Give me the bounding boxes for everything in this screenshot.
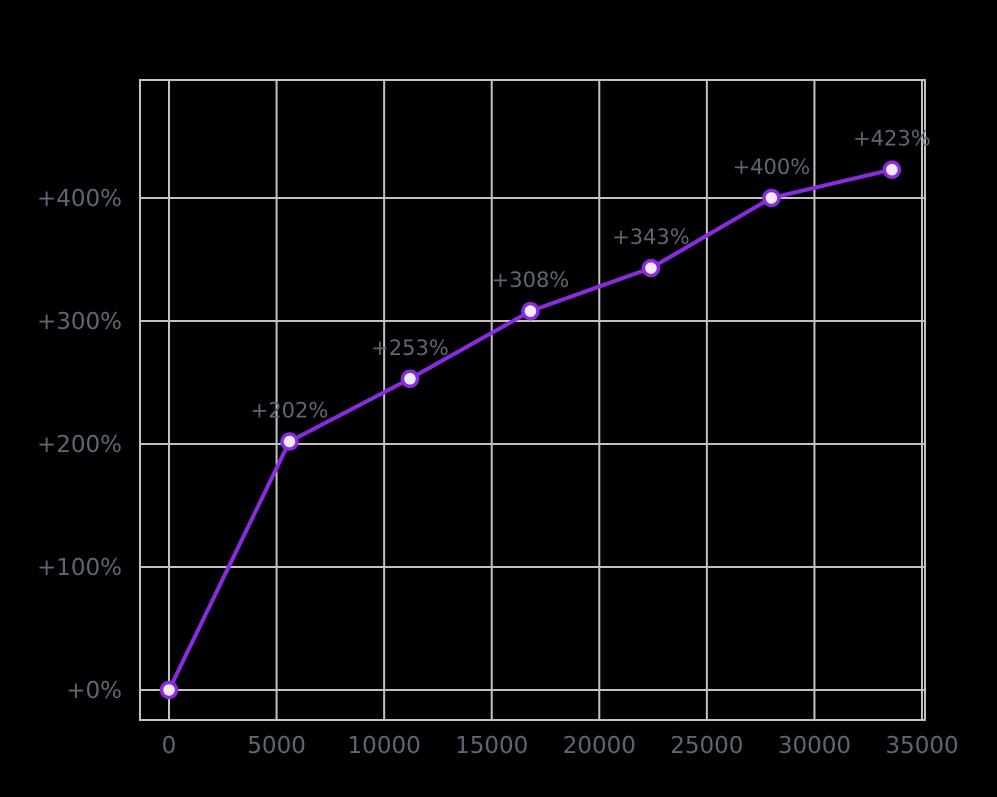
data-point-label: +400% — [733, 155, 811, 179]
x-tick-label: 5000 — [247, 733, 306, 759]
y-tick-label: +400% — [37, 186, 122, 212]
data-point-marker — [882, 160, 902, 179]
plot-border — [139, 79, 926, 721]
data-point-marker — [641, 258, 661, 278]
x-tick-label: 30000 — [778, 733, 851, 759]
y-tick-label: +0% — [66, 678, 122, 704]
data-point-marker — [159, 680, 179, 700]
data-point-marker — [280, 432, 299, 451]
data-point-label: +308% — [492, 268, 570, 292]
x-tick-label: 20000 — [563, 733, 636, 759]
data-point-marker — [400, 369, 420, 389]
data-point-label: +253% — [371, 336, 449, 360]
data-point-marker — [762, 188, 781, 208]
y-tick-label: +200% — [37, 432, 122, 458]
data-point-label: +202% — [251, 399, 329, 423]
y-tick-label: +100% — [37, 555, 122, 581]
y-tick-label: +300% — [37, 309, 122, 335]
x-tick-label: 35000 — [885, 733, 958, 759]
x-tick-label: 10000 — [348, 733, 421, 759]
data-point-label: +343% — [612, 225, 690, 249]
data-point-marker — [521, 301, 540, 321]
x-tick-label: 15000 — [455, 733, 528, 759]
x-tick-label: 25000 — [670, 733, 743, 759]
x-tick-label: 0 — [162, 733, 177, 759]
data-point-label: +423% — [853, 127, 931, 151]
